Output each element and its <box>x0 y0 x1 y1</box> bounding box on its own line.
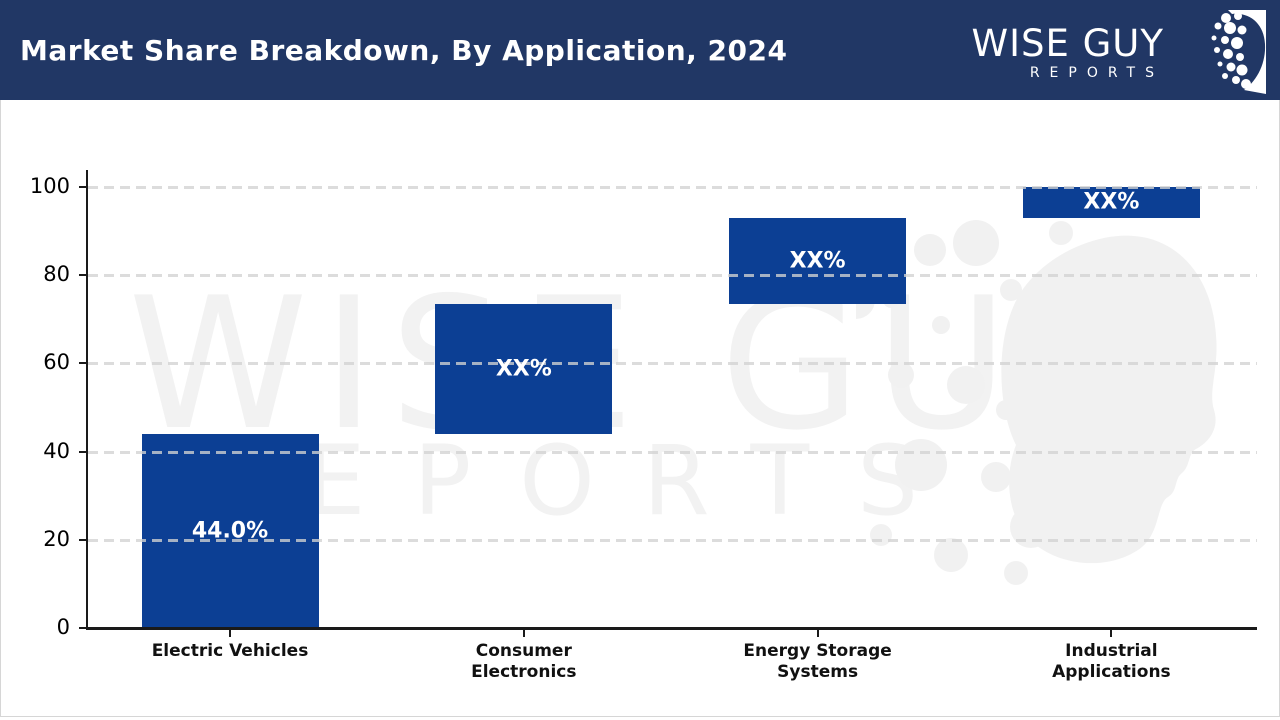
x-tick-mark <box>1110 628 1113 637</box>
h-gridline <box>88 450 1257 454</box>
waterfall-bar <box>435 303 613 434</box>
x-tick-mark <box>229 628 231 637</box>
bar-value-label: XX% <box>789 248 846 274</box>
page-title: Market Share Breakdown, By Application, … <box>20 33 788 67</box>
brand-logo: WISE GUY REPORTS <box>972 10 1266 94</box>
y-tick-label: 40 <box>43 438 70 463</box>
y-tick-mark <box>79 274 88 277</box>
brand-logo-text: WISE GUY REPORTS <box>971 21 1164 81</box>
h-gridline <box>88 362 1257 366</box>
x-axis <box>86 627 1257 630</box>
y-tick-mark <box>79 627 88 629</box>
y-tick-label: 100 <box>29 174 70 198</box>
bar-value-label: 44.0% <box>191 518 269 544</box>
h-gridline <box>88 274 1257 278</box>
h-gridline <box>88 538 1257 542</box>
x-tick-mark <box>522 628 525 637</box>
h-gridline <box>88 186 1257 189</box>
brand-subtitle: REPORTS <box>1029 64 1164 81</box>
dotted-face-profile-icon <box>1211 10 1266 94</box>
bar-value-label: XX% <box>1083 189 1140 215</box>
y-tick-label: 60 <box>43 350 70 375</box>
category-label: Electric Vehicles <box>151 641 309 661</box>
y-tick-mark <box>79 362 88 365</box>
waterfall-bar <box>141 433 319 628</box>
waterfall-bar <box>729 217 907 304</box>
category-label: Consumer Electronics <box>471 641 577 682</box>
y-tick-label: 0 <box>56 615 70 639</box>
y-axis <box>86 170 88 630</box>
y-tick-mark <box>79 186 88 188</box>
waterfall-bar <box>1022 187 1200 218</box>
y-tick-label: 20 <box>43 526 70 551</box>
y-tick-mark <box>79 538 88 541</box>
app-header: Market Share Breakdown, By Application, … <box>0 0 1280 100</box>
x-tick-mark <box>816 628 819 637</box>
category-label: Industrial Applications <box>1052 641 1171 682</box>
brand-name: WISE GUY <box>971 21 1164 65</box>
y-tick-mark <box>79 450 88 453</box>
bar-value-label: XX% <box>495 356 552 382</box>
y-tick-label: 80 <box>43 262 70 287</box>
category-label: Energy Storage Systems <box>743 641 892 682</box>
